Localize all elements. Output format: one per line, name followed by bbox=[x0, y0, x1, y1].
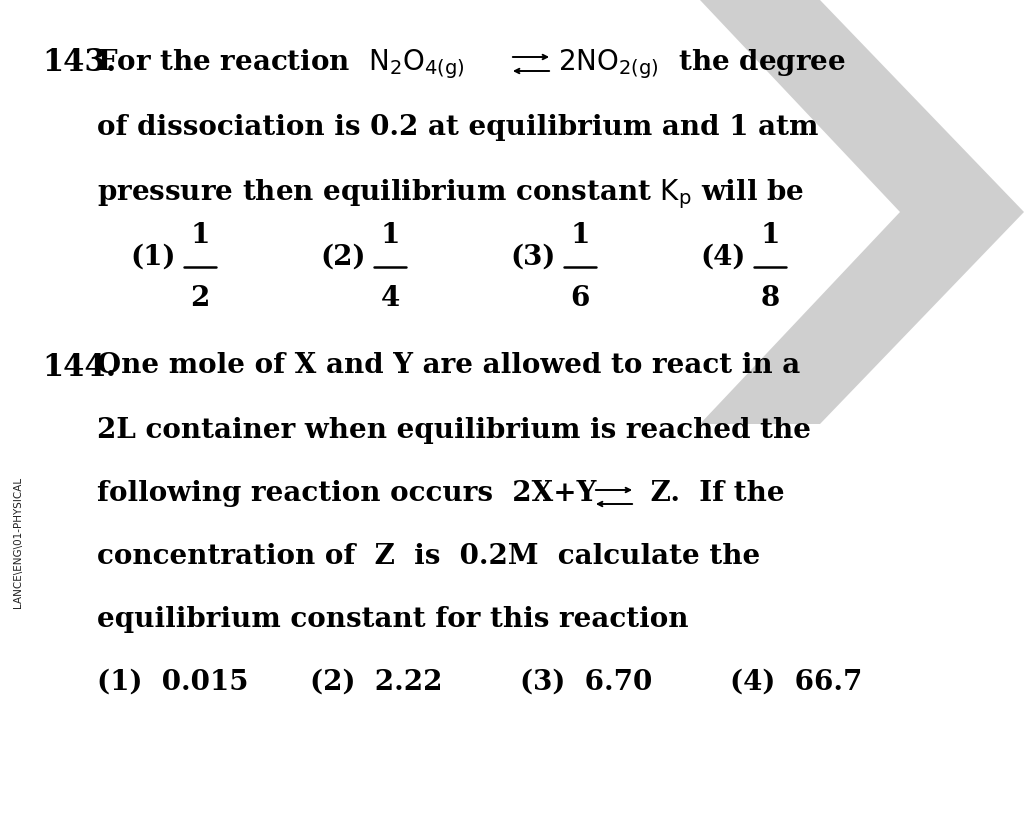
Text: 8: 8 bbox=[761, 285, 779, 312]
Text: (2): (2) bbox=[319, 244, 366, 270]
Text: (1)  0.015: (1) 0.015 bbox=[97, 669, 249, 696]
Text: (1): (1) bbox=[130, 244, 175, 270]
Text: (4): (4) bbox=[700, 244, 745, 270]
Text: 2: 2 bbox=[190, 285, 210, 312]
Text: 2L container when equilibrium is reached the: 2L container when equilibrium is reached… bbox=[97, 417, 811, 444]
Text: Z.  If the: Z. If the bbox=[641, 480, 784, 507]
Text: (4)  66.7: (4) 66.7 bbox=[730, 669, 862, 696]
Text: concentration of  Z  is  0.2M  calculate the: concentration of Z is 0.2M calculate the bbox=[97, 543, 760, 570]
Text: 1: 1 bbox=[760, 222, 779, 249]
Text: 1: 1 bbox=[570, 222, 590, 249]
Text: 1: 1 bbox=[190, 222, 210, 249]
Text: For the reaction  $\mathrm{N_2O_{4(g)}}$: For the reaction $\mathrm{N_2O_{4(g)}}$ bbox=[97, 47, 465, 81]
Text: $\mathrm{2NO_{2(g)}}$  the degree: $\mathrm{2NO_{2(g)}}$ the degree bbox=[558, 47, 846, 81]
Text: LANCE\ENG\01-PHYSICAL: LANCE\ENG\01-PHYSICAL bbox=[13, 477, 23, 607]
Text: (3)  6.70: (3) 6.70 bbox=[520, 669, 652, 696]
Text: 144.: 144. bbox=[42, 352, 117, 383]
Text: One mole of X and Y are allowed to react in a: One mole of X and Y are allowed to react… bbox=[97, 352, 800, 379]
Text: 4: 4 bbox=[380, 285, 399, 312]
Text: pressure then equilibrium constant $\mathrm{K_p}$ will be: pressure then equilibrium constant $\mat… bbox=[97, 177, 804, 210]
Text: equilibrium constant for this reaction: equilibrium constant for this reaction bbox=[97, 606, 688, 633]
Text: (2)  2.22: (2) 2.22 bbox=[310, 669, 442, 696]
Text: following reaction occurs  2X+Y: following reaction occurs 2X+Y bbox=[97, 480, 606, 507]
Text: 6: 6 bbox=[570, 285, 590, 312]
Text: 1: 1 bbox=[380, 222, 399, 249]
Polygon shape bbox=[600, 0, 1024, 424]
Text: 143.: 143. bbox=[42, 47, 117, 78]
Circle shape bbox=[717, 214, 753, 250]
Text: (3): (3) bbox=[510, 244, 555, 270]
Text: of dissociation is 0.2 at equilibrium and 1 atm: of dissociation is 0.2 at equilibrium an… bbox=[97, 114, 818, 141]
